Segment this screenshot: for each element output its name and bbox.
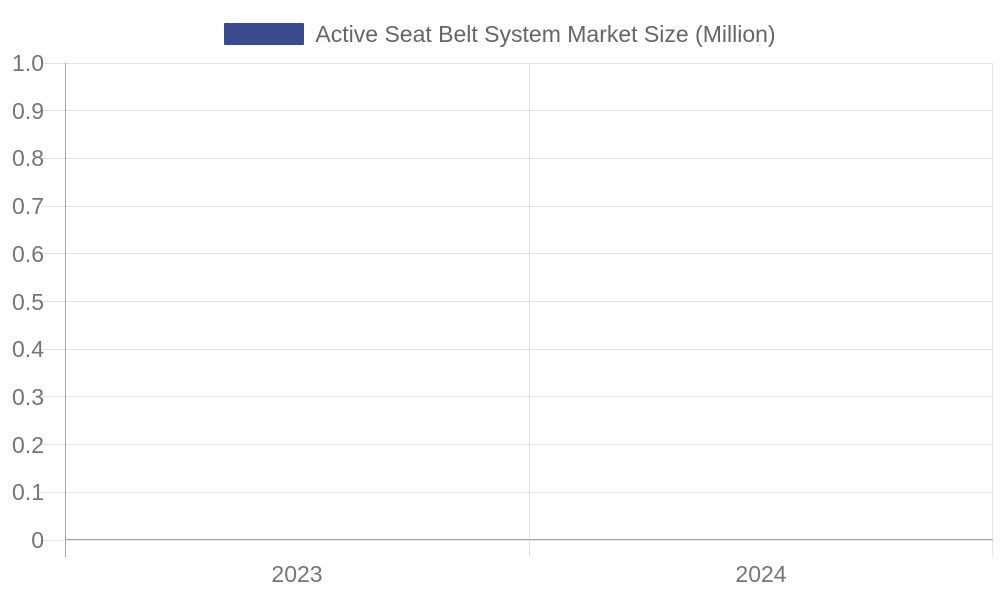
- x-gridline: [529, 63, 530, 557]
- plot-area: 0 0.1 0.2 0.3 0.4 0.5 0.6 0.7 0.8 0.9 1.0 2023 2024: [12, 50, 993, 587]
- legend-swatch-icon[interactable]: [224, 23, 305, 45]
- y-gridline: [42, 157, 993, 159]
- y-axis-tick-label: 0.2: [12, 431, 44, 458]
- y-gridline: [42, 62, 993, 64]
- y-axis-tick-label: 0.4: [12, 336, 44, 363]
- y-axis-tick-label: 0.9: [12, 97, 44, 124]
- chart-legend[interactable]: Active Seat Belt System Market Size (Mil…: [0, 21, 1000, 47]
- y-gridline: [42, 396, 993, 398]
- y-axis-tick-label: 0.3: [12, 383, 44, 410]
- y-gridline: [42, 491, 993, 493]
- x-axis-tick-label: 2023: [271, 561, 323, 587]
- y-axis-tick-label: 0.7: [12, 193, 44, 220]
- y-axis-tick-label: 0.8: [12, 145, 44, 172]
- x-gridline: [992, 63, 993, 557]
- x-axis-tick-label: 2024: [735, 561, 787, 587]
- y-axis-tick-label: 0: [31, 527, 44, 553]
- y-gridline: [42, 348, 993, 350]
- y-gridline: [42, 444, 993, 446]
- y-axis-line: [65, 63, 66, 557]
- x-axis-line: [65, 539, 993, 540]
- y-axis-tick-label: 0.5: [12, 288, 44, 315]
- y-axis-tick-label: 1.0: [12, 50, 44, 76]
- y-gridline: [42, 301, 993, 302]
- y-gridline: [42, 110, 993, 112]
- y-axis-tick-label: 0.1: [12, 479, 44, 506]
- y-gridline: [42, 539, 993, 541]
- y-axis-tick-label: 0.6: [12, 240, 44, 267]
- y-gridline: [42, 205, 993, 207]
- legend-series-label[interactable]: Active Seat Belt System Market Size (Mil…: [315, 21, 776, 47]
- y-gridline: [42, 253, 993, 255]
